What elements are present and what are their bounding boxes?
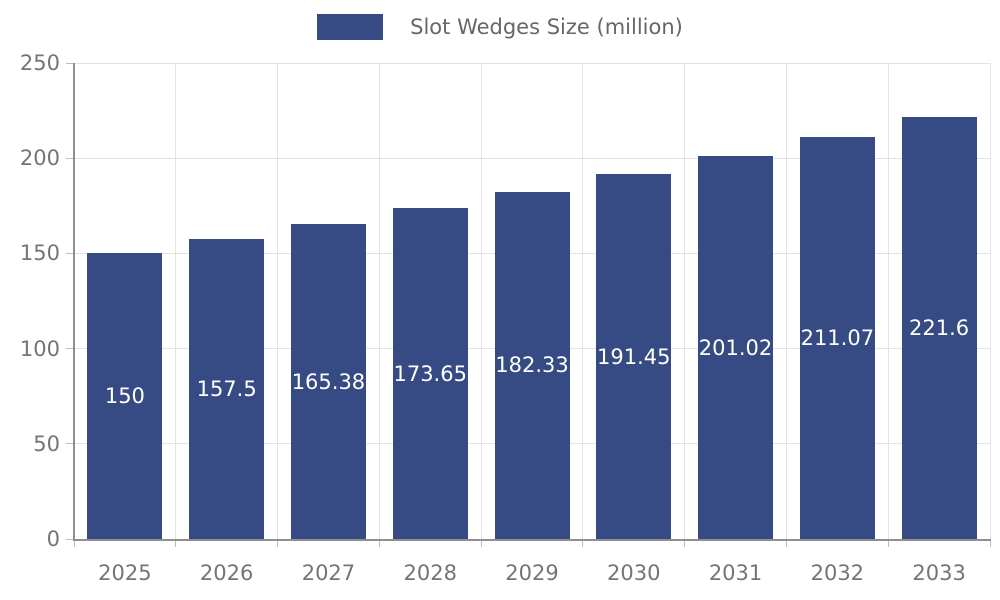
y-axis-tick [66,443,74,445]
bar-2028[interactable] [392,208,468,539]
y-axis-label: 50 [33,431,60,456]
bar-2025[interactable] [87,253,163,539]
bar-value-label: 165.38 [291,369,366,394]
x-axis-tick [378,539,380,547]
x-axis-tick [277,539,279,547]
x-axis-label: 2033 [912,561,966,585]
bar-2027[interactable] [290,224,366,539]
bar-value-label: 221.6 [909,316,970,341]
bar-value-label: 182.33 [495,353,569,378]
bar-value-label: 211.07 [800,326,875,351]
legend-swatch-icon [317,14,384,40]
x-axis-label: 2031 [708,561,763,585]
bar-2033[interactable] [901,117,977,539]
y-axis-label: 200 [19,146,60,171]
x-axis-tick [785,539,787,547]
x-gridline [582,63,584,539]
bar-2031[interactable] [698,156,774,539]
x-axis-label: 2026 [199,561,254,585]
y-axis-line [73,63,75,539]
x-axis-tick [480,539,482,547]
x-axis-label: 2028 [403,561,457,585]
x-axis-tick [73,539,75,547]
bar-value-label: 201.02 [698,335,773,360]
x-axis-tick [989,539,991,547]
y-axis-label: 250 [19,51,60,75]
x-axis-tick [684,539,686,547]
x-axis-line [73,539,991,541]
bar-value-label: 191.45 [597,344,671,369]
bar-value-label: 150 [104,384,145,409]
x-axis-tick [175,539,177,547]
legend[interactable]: Slot Wedges Size (million) [0,14,1000,40]
x-gridline [175,63,177,539]
bar-2032[interactable] [799,137,875,539]
x-axis-tick [582,539,584,547]
x-axis-label: 2029 [505,561,559,585]
x-axis-label: 2027 [301,561,356,585]
x-gridline [277,63,279,539]
x-gridline [378,63,380,539]
x-gridline [480,63,482,539]
y-gridline [74,157,990,159]
y-axis-label: 100 [19,336,60,361]
y-axis-tick [66,348,74,350]
x-axis-label: 2030 [607,561,661,585]
x-axis-label: 2025 [98,561,152,585]
y-gridline [74,62,990,64]
y-axis-label: 150 [19,241,60,266]
x-gridline [785,63,787,539]
y-axis-tick [66,538,74,540]
bar-2030[interactable] [596,174,672,539]
x-axis-tick [887,539,889,547]
y-axis-tick [66,62,74,64]
x-gridline [887,63,889,539]
bar-value-label: 157.5 [196,377,257,402]
legend-label: Slot Wedges Size (million) [410,15,683,39]
bar-2029[interactable] [494,191,570,539]
y-axis-tick [66,252,74,254]
bar-2026[interactable] [189,239,265,539]
x-gridline [684,63,686,539]
y-axis-label: 0 [46,527,60,551]
x-axis-label: 2032 [810,561,865,585]
y-axis-tick [66,157,74,159]
x-gridline [989,63,991,539]
bar-value-label: 173.65 [393,361,467,386]
